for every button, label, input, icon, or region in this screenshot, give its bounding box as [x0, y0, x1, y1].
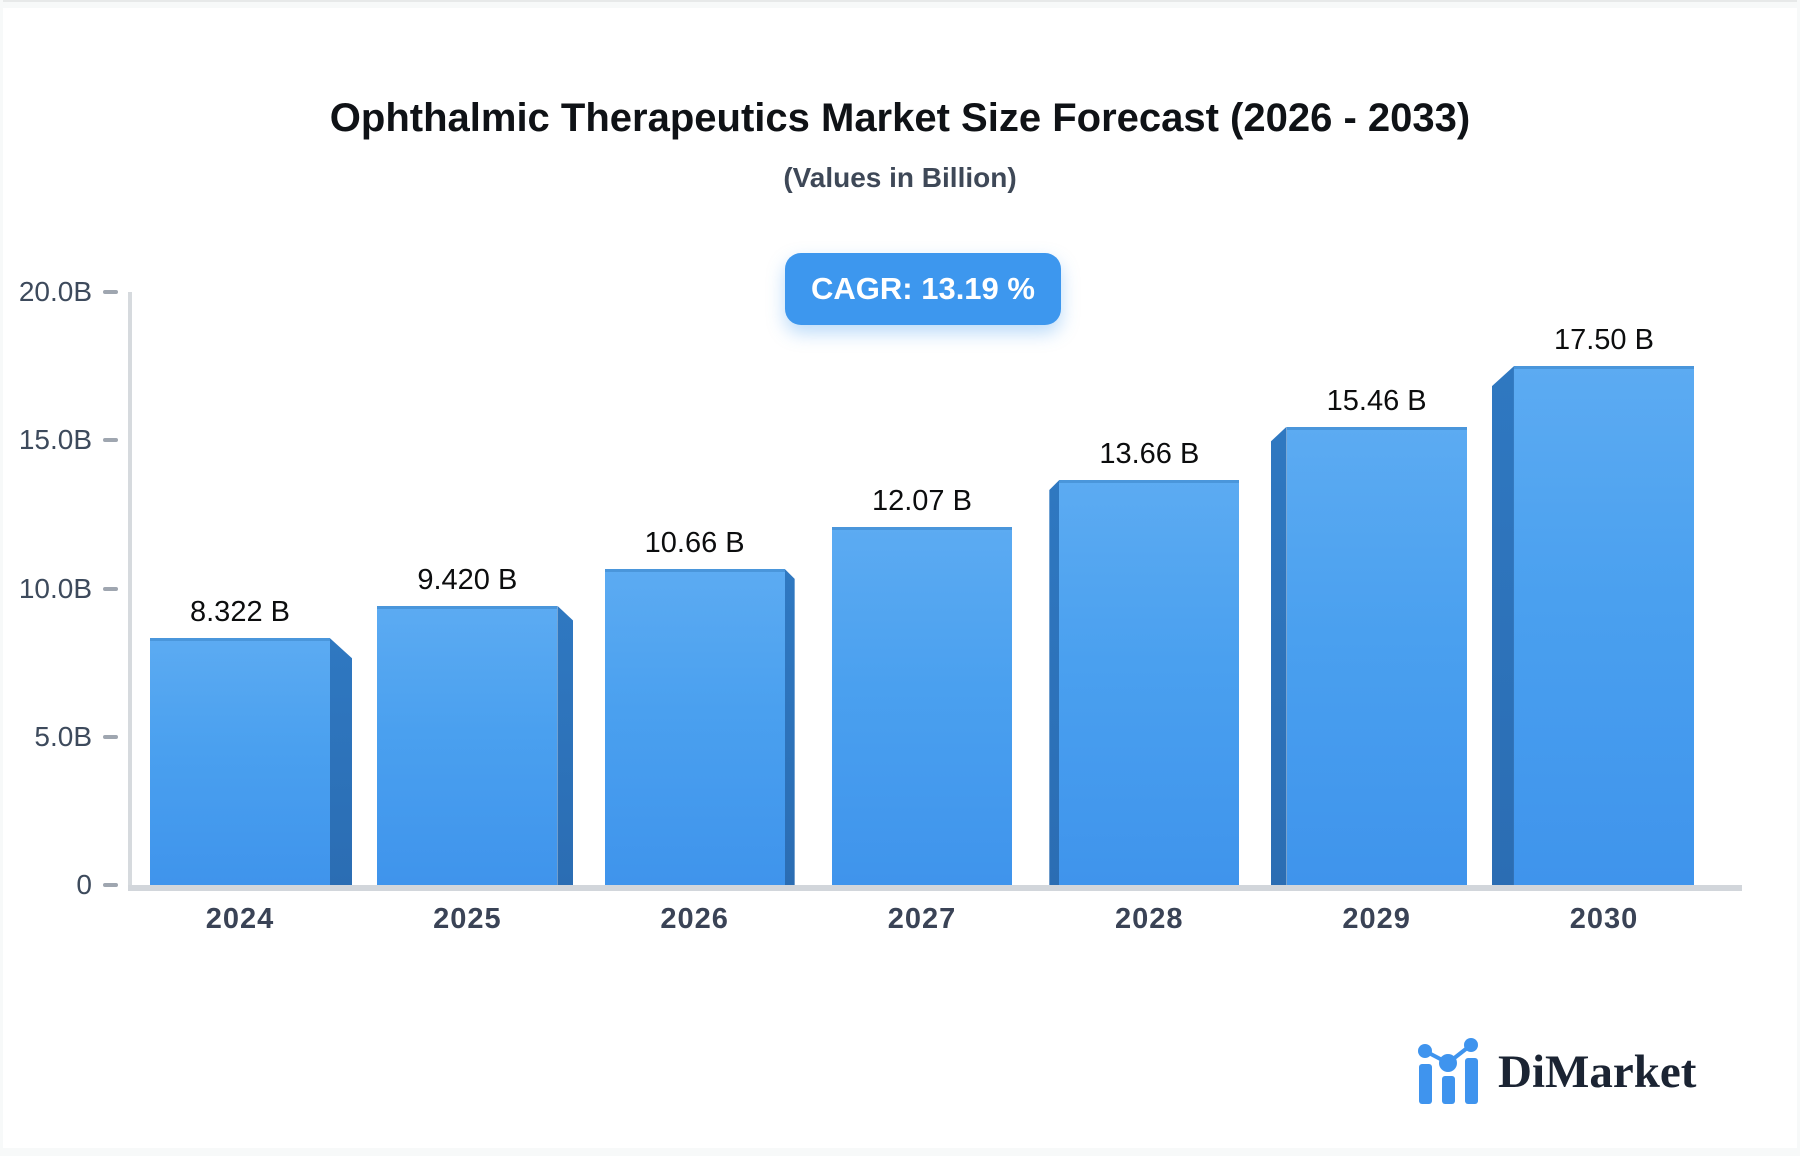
x-axis-category-label: 2024	[205, 903, 275, 935]
bar-3d-side-2029	[1270, 426, 1287, 885]
chart-title: Ophthalmic Therapeutics Market Size Fore…	[329, 96, 1471, 140]
y-axis-tick-mark	[103, 734, 118, 739]
x-axis-category-label: 2028	[1115, 903, 1184, 935]
x-axis-category-label: 2027	[887, 903, 957, 935]
bar-value-label: 8.322 B	[190, 596, 290, 629]
bar-value-label: 12.07 B	[871, 485, 972, 518]
y-axis-tick-mark	[103, 586, 118, 591]
y-axis-tick-mark	[103, 438, 118, 443]
brand-logo: DiMarket	[1412, 1036, 1696, 1108]
x-axis-category-label: 2026	[660, 903, 729, 935]
x-axis-line	[128, 885, 1742, 891]
y-axis-tick-label: 0	[76, 869, 92, 900]
y-axis-tick-label: 15.0B	[18, 424, 92, 456]
y-axis-tick-label: 20.0B	[18, 276, 92, 307]
y-axis-line	[128, 292, 132, 889]
y-axis-tick-label: 5.0B	[34, 720, 92, 752]
page-edge	[0, 0, 3, 1156]
bar-3d-side-2024	[330, 638, 352, 885]
y-axis-tick-mark	[103, 290, 118, 294]
bar-2024[interactable]	[150, 638, 330, 885]
bar-3d-side-2030	[1491, 366, 1514, 885]
bar-3d-side-2026	[784, 568, 795, 885]
page-edge	[0, 1148, 1800, 1156]
bar-2028[interactable]	[1059, 479, 1240, 885]
x-axis-category-label: 2025	[433, 903, 502, 935]
page-edge	[0, 0, 1800, 8]
brand-name: DiMarket	[1498, 1046, 1697, 1098]
bar-3d-side-2028	[1049, 479, 1060, 885]
bar-2027[interactable]	[831, 527, 1012, 885]
bar-2026[interactable]	[604, 568, 785, 885]
page-edge	[1797, 0, 1800, 1156]
bar-2025[interactable]	[377, 605, 558, 885]
cagr-badge: CAGR: 13.19 %	[785, 253, 1061, 325]
x-axis-category-label: 2029	[1342, 903, 1411, 935]
y-axis-tick-mark	[103, 883, 118, 887]
bar-value-label: 13.66 B	[1099, 437, 1200, 470]
bar-value-label: 10.66 B	[644, 526, 745, 559]
chart-subtitle: (Values in Billion)	[783, 162, 1017, 193]
y-axis-tick-label: 10.0B	[18, 572, 92, 604]
x-axis-category-label: 2030	[1569, 903, 1639, 935]
bar-2029[interactable]	[1286, 426, 1467, 885]
bar-value-label: 17.50 B	[1553, 324, 1654, 357]
bar-value-label: 9.420 B	[417, 563, 518, 596]
bar-2030[interactable]	[1513, 366, 1694, 885]
bar-3d-side-2025	[557, 605, 574, 885]
dimarket-logo-icon	[1418, 1038, 1478, 1104]
bar-value-label: 15.46 B	[1326, 384, 1427, 417]
